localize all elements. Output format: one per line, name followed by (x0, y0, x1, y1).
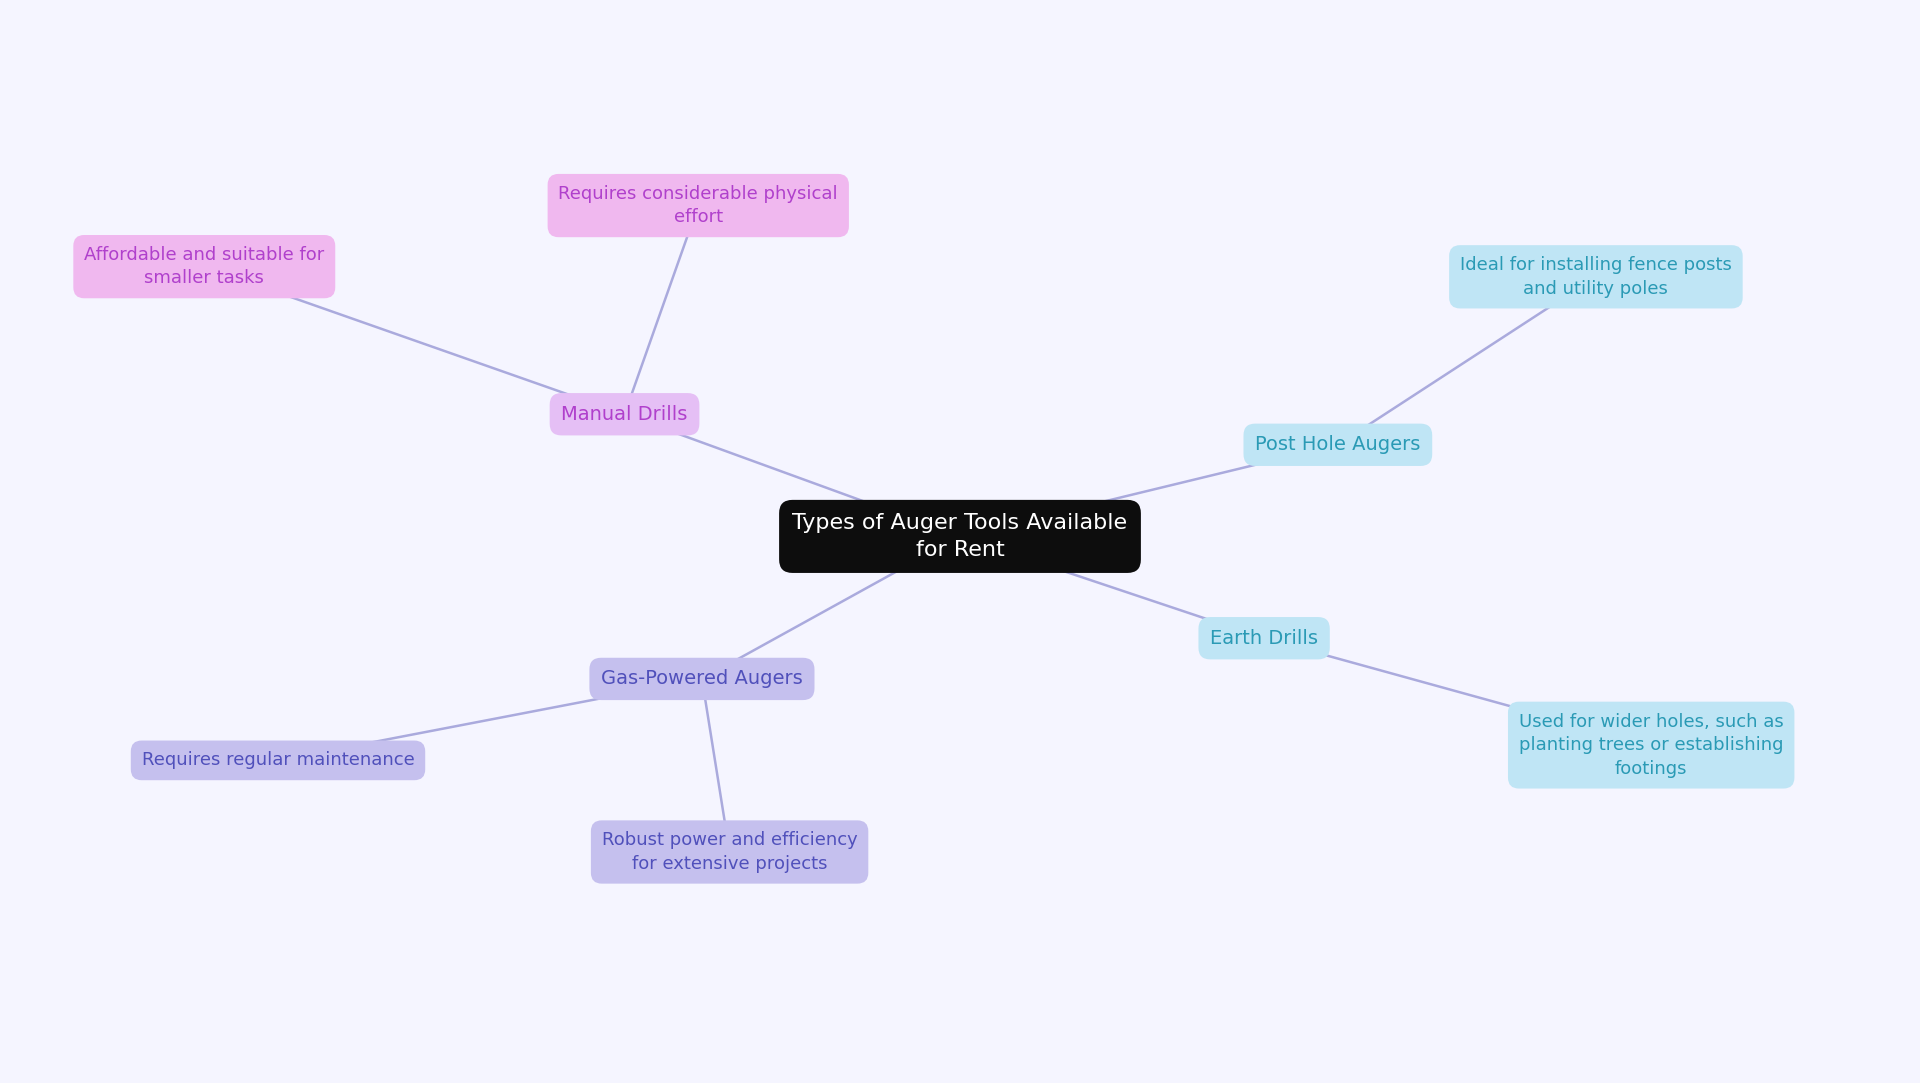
Text: Requires considerable physical
effort: Requires considerable physical effort (559, 185, 837, 226)
Text: Used for wider holes, such as
planting trees or establishing
footings: Used for wider holes, such as planting t… (1519, 713, 1784, 778)
Text: Affordable and suitable for
smaller tasks: Affordable and suitable for smaller task… (84, 246, 324, 287)
Text: Robust power and efficiency
for extensive projects: Robust power and efficiency for extensiv… (601, 831, 858, 873)
Text: Ideal for installing fence posts
and utility poles: Ideal for installing fence posts and uti… (1459, 256, 1732, 298)
Text: Post Hole Augers: Post Hole Augers (1256, 435, 1421, 454)
Text: Earth Drills: Earth Drills (1210, 629, 1319, 648)
Text: Manual Drills: Manual Drills (561, 405, 687, 423)
Text: Requires regular maintenance: Requires regular maintenance (142, 752, 415, 769)
Text: Gas-Powered Augers: Gas-Powered Augers (601, 669, 803, 689)
Text: Types of Auger Tools Available
for Rent: Types of Auger Tools Available for Rent (793, 513, 1127, 560)
